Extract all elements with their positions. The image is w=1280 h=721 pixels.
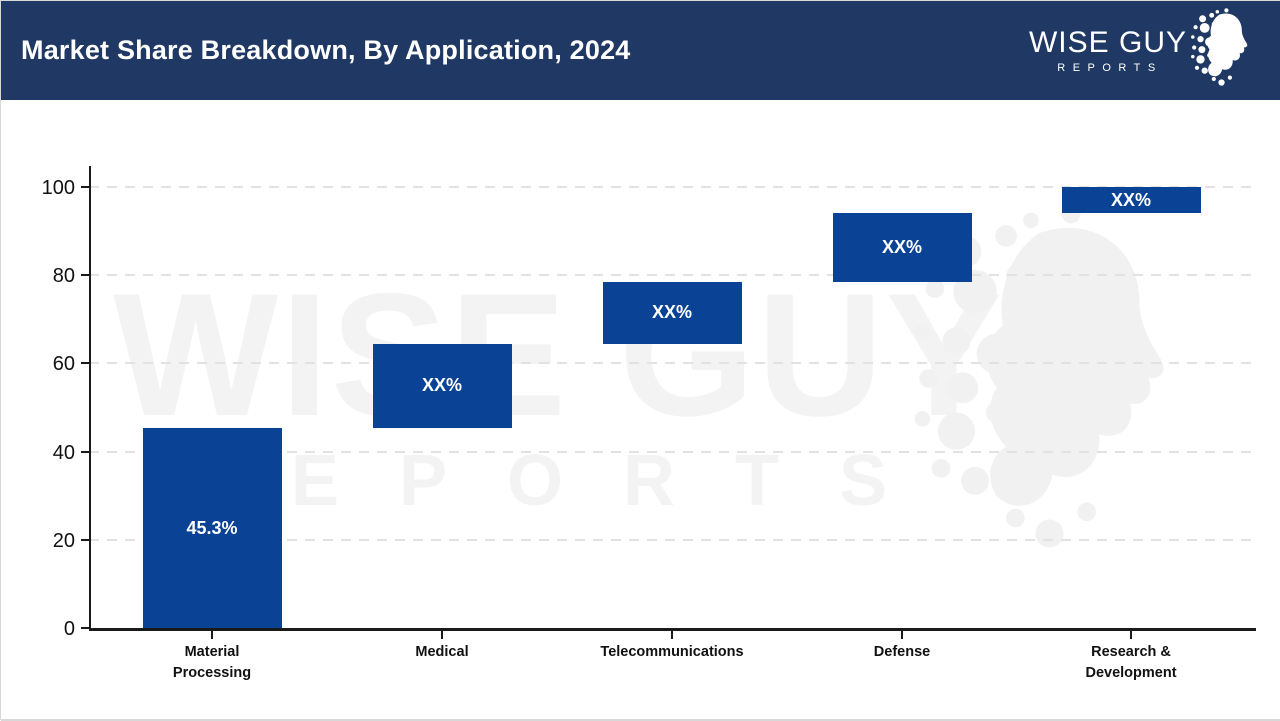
brand-text: WISE GUY REPORTS	[1028, 25, 1187, 74]
bar-defense[interactable]: XX%	[832, 213, 972, 283]
x-tick-mark-2	[671, 631, 673, 639]
y-tick-label-60: 60	[52, 353, 75, 376]
y-tick-mark-0	[81, 627, 89, 629]
y-axis-line	[89, 166, 91, 631]
y-tick-mark-20	[81, 538, 89, 541]
bar-medical[interactable]: XX%	[372, 343, 512, 429]
category-label-telecommunications: Telecommunications	[557, 642, 787, 663]
waterfall-chart: 0 20 40 60 80 100 45.3% XX% XX% XX% XX% Material Pro…	[1, 100, 1280, 721]
category-label-material-processing: Material Processing	[97, 642, 327, 684]
category-label-medical: Medical	[327, 642, 557, 663]
watermark-text-1: WISE GUY	[113, 258, 1005, 453]
x-tick-mark-1	[441, 631, 443, 639]
y-tick-label-40: 40	[52, 441, 75, 464]
gridline-40	[89, 450, 1256, 453]
bar-research-development[interactable]: XX%	[1061, 187, 1201, 214]
gridline-100	[89, 186, 1256, 188]
brand-logo: WISE GUY REPORTS	[1029, 8, 1253, 94]
brand-subname: REPORTS	[1057, 61, 1163, 74]
gridline-80	[89, 274, 1256, 277]
y-tick-label-100: 100	[41, 177, 75, 199]
bar-value-label: XX%	[651, 302, 693, 323]
category-label-defense: Defense	[787, 642, 1017, 663]
x-axis-line	[89, 628, 1256, 631]
gridline-60	[89, 362, 1256, 365]
category-label-research-development: Research & Development	[1016, 642, 1246, 684]
category-label-line: Defense	[873, 644, 931, 660]
category-label-line: Processing	[172, 665, 252, 682]
brand-head-icon	[1183, 8, 1253, 94]
y-tick-label-0: 0	[63, 618, 75, 640]
brand-name: WISE GUY	[1028, 25, 1187, 59]
y-tick-label-20: 20	[52, 529, 75, 552]
page-title: Market Share Breakdown, By Application, …	[21, 35, 631, 65]
bar-telecommunications[interactable]: XX%	[602, 282, 742, 344]
category-label-line: Research &	[1091, 644, 1171, 660]
bar-value-label: XX%	[1110, 189, 1152, 210]
category-label-line: Telecommunications	[600, 644, 744, 660]
category-label-line: Material	[184, 644, 240, 660]
chart-canvas: WISE GUY REPORTS 0 20 40 60 80 100 45.3% XX% XX%…	[1, 100, 1280, 721]
y-tick-mark-40	[81, 450, 89, 453]
category-label-line: Development	[1085, 665, 1177, 682]
gridline-20	[89, 538, 1256, 541]
watermark-text-2: REPORTS	[179, 441, 948, 521]
header-bar: Market Share Breakdown, By Application, …	[1, 1, 1280, 100]
category-label-line: Medical	[415, 644, 469, 660]
y-tick-label-80: 80	[52, 265, 75, 288]
y-tick-mark-80	[81, 274, 89, 277]
y-tick-mark-60	[81, 362, 89, 365]
bar-value-label: 45.3%	[186, 517, 238, 538]
x-tick-mark-3	[901, 631, 903, 639]
y-tick-mark-100	[81, 186, 89, 188]
bar-value-label: XX%	[421, 375, 463, 396]
x-tick-mark-0	[211, 631, 213, 639]
x-tick-mark-4	[1130, 631, 1132, 639]
bar-material-processing[interactable]: 45.3%	[142, 428, 282, 628]
bar-value-label: XX%	[881, 237, 923, 258]
